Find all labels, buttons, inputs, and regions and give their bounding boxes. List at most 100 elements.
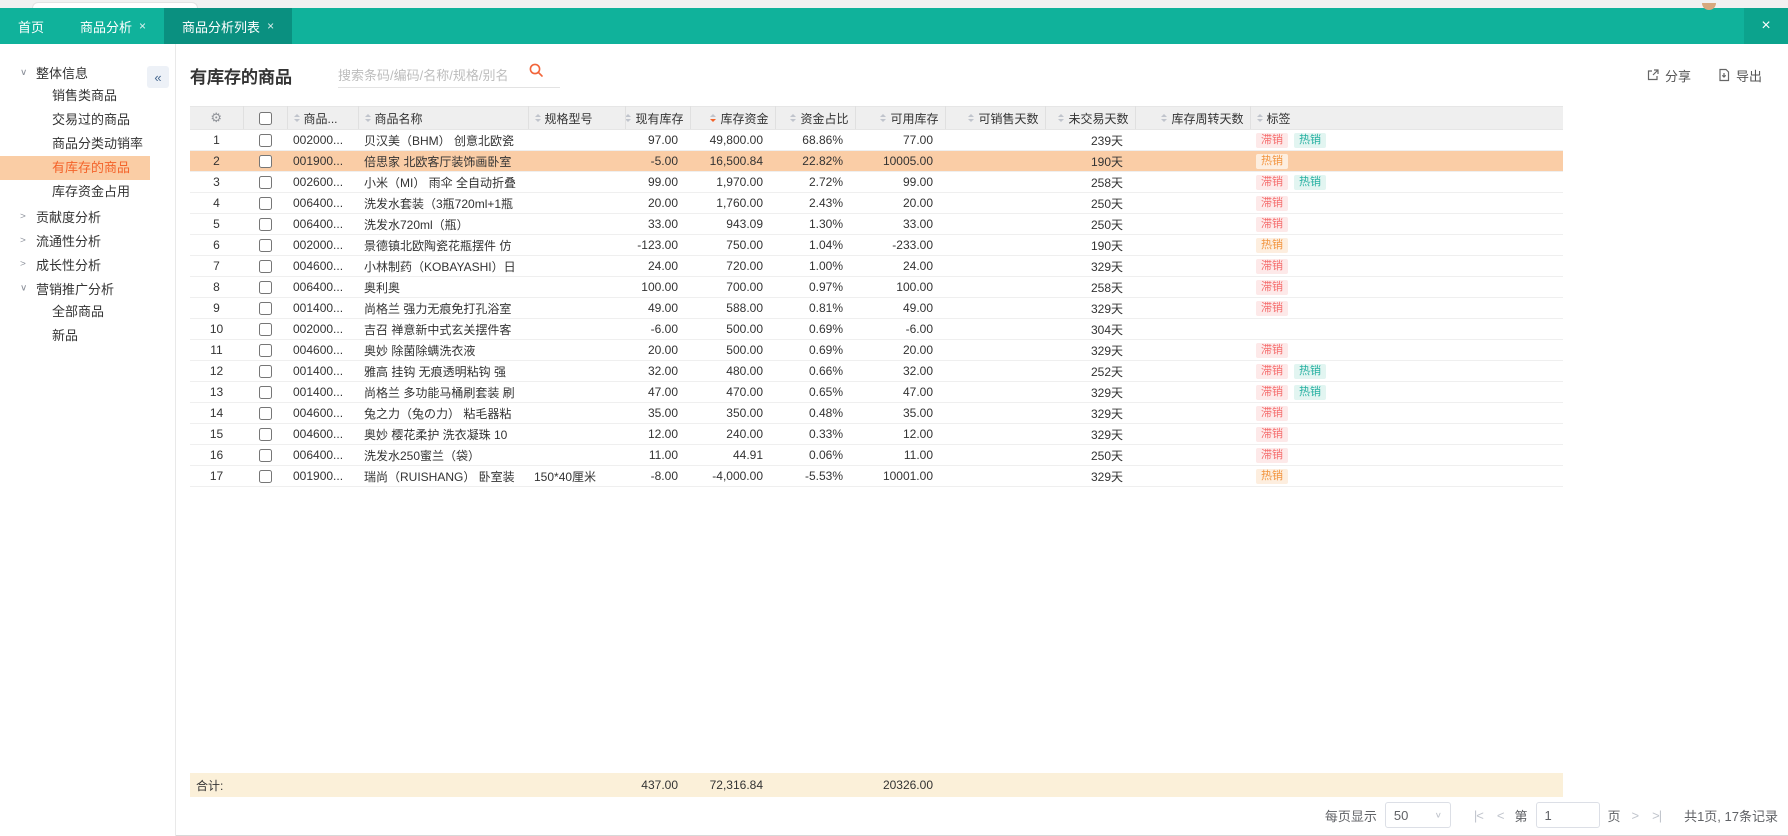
row-checkbox[interactable] [258,323,272,337]
row-checkbox[interactable] [258,302,272,316]
row-checkbox[interactable] [258,449,272,463]
table-row[interactable]: 6 002000... 景德镇北欧陶瓷花瓶摆件 仿 -123.00 750.00 1.04… [190,234,1563,256]
row-checkbox[interactable] [258,470,272,484]
sidebar-item[interactable]: 全部商品 [52,304,105,319]
table-row[interactable]: 7 004600... 小林制药（KOBAYASHI）日 24.00 720.00 1.0… [190,255,1563,277]
select-all-checkbox[interactable] [258,111,272,125]
sidebar-item[interactable]: 新品 [52,328,79,343]
sort-icon[interactable] [625,114,632,122]
table-row[interactable]: 8 006400... 奥利奥 100.00 700.00 0.97% 100.00 258天… [190,276,1563,298]
column-header-label[interactable]: 规格型号 [544,111,593,126]
sidebar-item[interactable]: 有库存的商品 [0,156,150,180]
table-row[interactable]: 1 002000... 贝汉美（BHM） 创意北欧瓷 97.00 49,800.00 68… [190,129,1563,151]
table-row[interactable]: 4 006400... 洗发水套装（3瓶720ml+1瓶 20.00 1,760.00 2… [190,192,1563,214]
column-header-label[interactable]: 可用库存 [890,111,939,126]
page-number-input[interactable] [1535,802,1600,828]
column-header-label[interactable]: 资金占比 [800,111,849,126]
column-header-label[interactable]: 现有库存 [635,111,684,126]
table-row[interactable]: 17 001900... 瑞尚（RUISHANG） 卧室装 150*40厘米 -8.00… [190,465,1563,487]
sort-icon[interactable] [710,114,717,122]
column-header-label[interactable]: 库存资金 [720,111,769,126]
column-header[interactable]: 商品名称 [358,106,529,130]
sort-icon[interactable] [364,114,371,122]
row-checkbox[interactable] [258,176,272,190]
sidebar-collapse-button[interactable]: « [147,66,169,88]
column-header[interactable]: 现有库存 [625,106,691,130]
table-row[interactable]: 9 001400... 尚格兰 强力无痕免打孔浴室 49.00 588.00 0.81% 4… [190,297,1563,319]
tab-product-analysis[interactable]: 商品分析 × [62,8,164,44]
sort-icon[interactable] [790,114,797,122]
sidebar-group[interactable]: > 流通性分析 [0,228,175,252]
column-header[interactable]: 可用库存 [855,106,946,130]
sidebar-group[interactable]: > 成长性分析 [0,252,175,276]
column-header[interactable]: 商品... [287,106,359,130]
close-tab-icon[interactable]: × [267,19,275,33]
sidebar-group[interactable]: > 贡献度分析 [0,204,175,228]
close-window-button[interactable]: × [1744,8,1788,44]
sidebar-group[interactable]: ∨ 整体信息 [0,60,175,84]
sort-icon[interactable] [1161,114,1168,122]
table-row[interactable]: 15 004600... 奥妙 樱花柔护 洗衣凝珠 10 12.00 240.00 0.3… [190,423,1563,445]
table-row[interactable]: 13 001400... 尚格兰 多功能马桶刷套装 刷 47.00 470.00 0.65… [190,381,1563,403]
sort-icon[interactable] [293,114,300,122]
column-settings-gear-icon[interactable]: ⚙ [210,110,223,125]
row-checkbox[interactable] [258,218,272,232]
first-page-button[interactable]: |< [1473,807,1484,823]
search-input[interactable] [338,68,528,83]
column-header[interactable]: 未交易天数 [1045,106,1136,130]
sort-icon[interactable] [968,114,975,122]
row-checkbox[interactable] [258,155,272,169]
column-header-label[interactable]: 库存周转天数 [1171,111,1244,126]
row-checkbox[interactable] [258,134,272,148]
share-button[interactable]: 分享 [1646,66,1691,85]
column-header[interactable]: 资金占比 [775,106,856,130]
table-row[interactable]: 14 004600... 兔之力（兔の力） 粘毛器粘 35.00 350.00 0.48%… [190,402,1563,424]
row-checkbox[interactable] [258,260,272,274]
column-header-label[interactable]: 标签 [1266,111,1291,126]
column-header[interactable]: ⚙ [190,106,244,130]
table-row[interactable]: 11 004600... 奥妙 除菌除螨洗衣液 20.00 500.00 0.69% 20.… [190,339,1563,361]
column-header[interactable]: 标签 [1250,106,1563,130]
column-header[interactable] [243,106,288,130]
next-page-button[interactable]: > [1631,807,1640,823]
search-icon[interactable] [528,62,544,83]
column-header[interactable]: 库存周转天数 [1135,106,1251,130]
sidebar-item[interactable]: 销售类商品 [52,88,118,103]
close-tab-icon[interactable]: × [139,19,147,33]
table-row[interactable]: 10 002000... 吉召 禅意新中式玄关摆件客 -6.00 500.00 0.69%… [190,318,1563,340]
sidebar-group[interactable]: ∨ 营销推广分析 [0,276,175,300]
table-row[interactable]: 5 006400... 洗发水720ml（瓶） 33.00 943.09 1.30% 33.… [190,213,1563,235]
prev-page-button[interactable]: < [1496,807,1505,823]
sort-icon[interactable] [534,114,541,122]
sort-icon[interactable] [1058,114,1065,122]
column-header[interactable]: 库存资金 [690,106,776,130]
column-header-label[interactable]: 商品... [303,111,338,126]
column-header-label[interactable]: 未交易天数 [1068,111,1129,126]
sidebar-item[interactable]: 库存资金占用 [52,184,131,199]
tab-home[interactable]: 首页 [0,8,62,44]
table-row[interactable]: 2 001900... 倍思家 北欧客厅装饰画卧室 -5.00 16,500.84 22.… [190,150,1563,172]
row-checkbox[interactable] [258,197,272,211]
per-page-select[interactable]: 50 ∨ [1384,802,1451,828]
row-checkbox[interactable] [258,407,272,421]
sort-icon[interactable] [880,114,887,122]
column-header[interactable]: 可销售天数 [945,106,1046,130]
row-checkbox[interactable] [258,281,272,295]
tab-product-analysis-list[interactable]: 商品分析列表 × [164,8,293,44]
column-header-label[interactable]: 可销售天数 [978,111,1039,126]
sidebar-item[interactable]: 商品分类动销率 [52,136,144,151]
export-button[interactable]: 导出 [1717,66,1762,85]
last-page-button[interactable]: >| [1652,807,1662,823]
sidebar-item[interactable]: 交易过的商品 [52,112,131,127]
column-header-label[interactable]: 商品名称 [374,111,423,126]
row-checkbox[interactable] [258,428,272,442]
row-checkbox[interactable] [258,365,272,379]
sort-icon[interactable] [1256,114,1263,122]
column-header[interactable]: 规格型号 [528,106,626,130]
table-row[interactable]: 12 001400... 雅高 挂钩 无痕透明粘钩 强 32.00 480.00 0.66… [190,360,1563,382]
table-row[interactable]: 16 006400... 洗发水250蜜兰（袋） 11.00 44.91 0.06% 11.… [190,444,1563,466]
row-checkbox[interactable] [258,386,272,400]
table-row[interactable]: 3 002600... 小米（MI） 雨伞 全自动折叠 99.00 1,970.00 2.… [190,171,1563,193]
row-checkbox[interactable] [258,344,272,358]
row-checkbox[interactable] [258,239,272,253]
